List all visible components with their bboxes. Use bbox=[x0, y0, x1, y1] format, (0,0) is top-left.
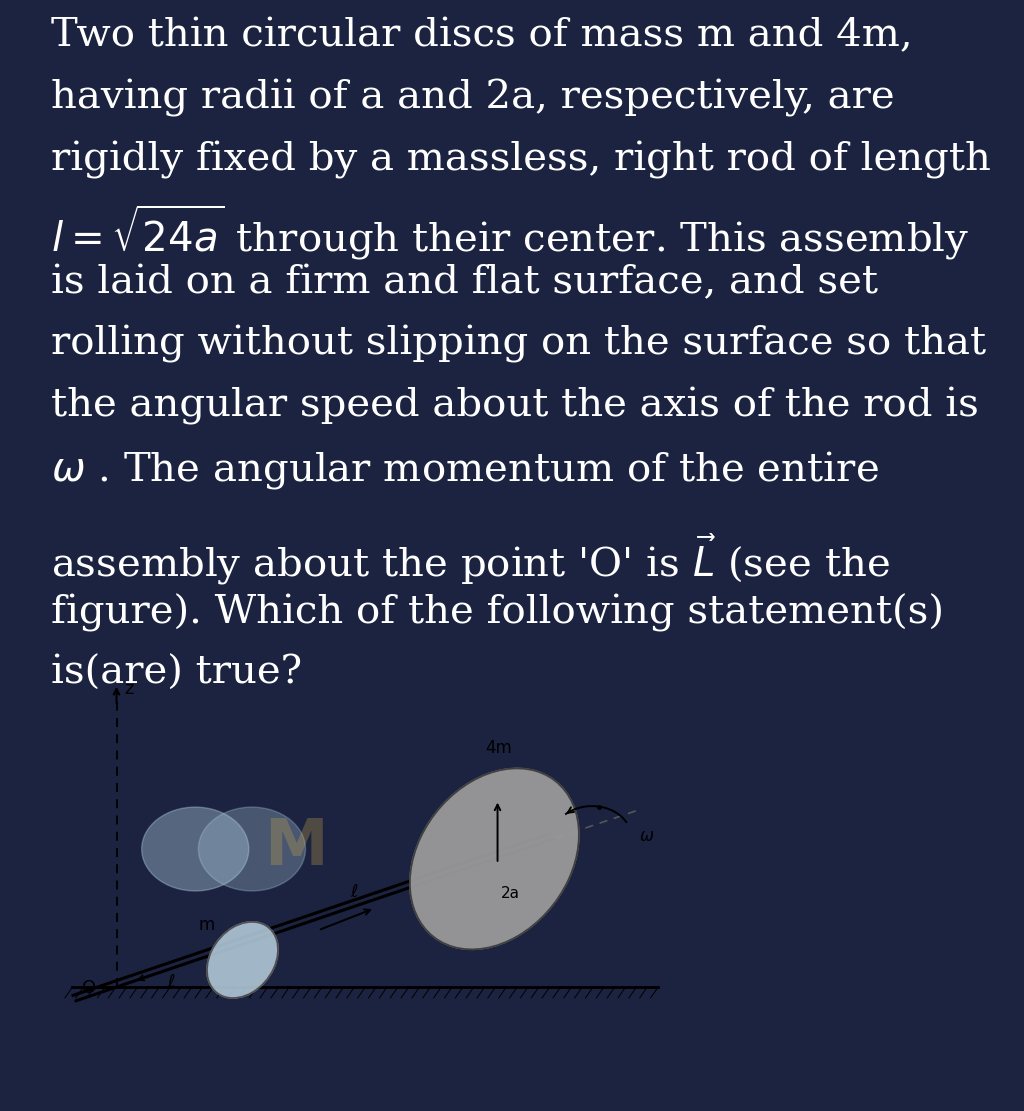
Text: Two thin circular discs of mass m and 4m,: Two thin circular discs of mass m and 4m… bbox=[51, 18, 912, 54]
Text: $\ell$: $\ell$ bbox=[349, 883, 358, 901]
Circle shape bbox=[199, 807, 305, 891]
Text: the angular speed about the axis of the rod is: the angular speed about the axis of the … bbox=[51, 387, 979, 426]
Text: O: O bbox=[82, 979, 96, 997]
Text: rigidly fixed by a massless, right rod of length: rigidly fixed by a massless, right rod o… bbox=[51, 141, 991, 179]
Text: m: m bbox=[199, 917, 215, 934]
Text: M: M bbox=[264, 815, 328, 878]
Text: z: z bbox=[124, 680, 133, 698]
Text: rolling without slipping on the surface so that: rolling without slipping on the surface … bbox=[51, 326, 986, 363]
Text: 2a: 2a bbox=[501, 887, 520, 901]
Text: having radii of a and 2a, respectively, are: having radii of a and 2a, respectively, … bbox=[51, 79, 895, 117]
Text: is(are) true?: is(are) true? bbox=[51, 655, 302, 692]
Text: $\omega$ . The angular momentum of the entire: $\omega$ . The angular momentum of the e… bbox=[51, 449, 879, 491]
Ellipse shape bbox=[207, 922, 278, 998]
Text: $l = \sqrt{24a}$ through their center. This assembly: $l = \sqrt{24a}$ through their center. T… bbox=[51, 202, 970, 262]
Circle shape bbox=[141, 807, 249, 891]
Text: 4m: 4m bbox=[485, 739, 512, 757]
Text: $\omega$: $\omega$ bbox=[639, 827, 653, 844]
Text: $\ell$: $\ell$ bbox=[167, 973, 175, 991]
Text: is laid on a firm and flat surface, and set: is laid on a firm and flat surface, and … bbox=[51, 264, 879, 301]
Text: figure). Which of the following statement(s): figure). Which of the following statemen… bbox=[51, 593, 944, 632]
Ellipse shape bbox=[410, 769, 579, 950]
Text: assembly about the point 'O' is $\vec{L}$ (see the: assembly about the point 'O' is $\vec{L}… bbox=[51, 532, 890, 587]
